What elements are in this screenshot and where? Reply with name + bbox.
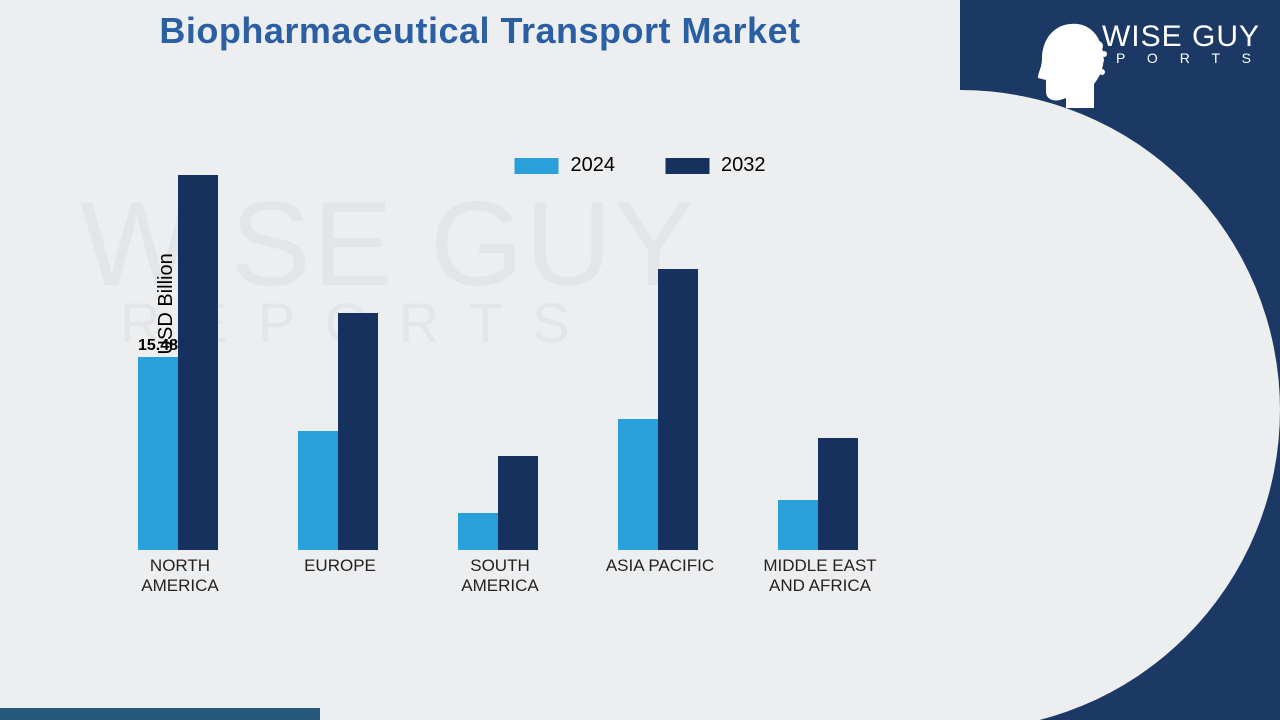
bar-value-label: 15.48 [138, 337, 178, 355]
legend-swatch-b [665, 158, 709, 174]
bar-2024 [298, 431, 338, 550]
bottom-accent-bar [0, 708, 320, 720]
legend-label-a: 2024 [571, 154, 616, 177]
x-tick-label: SOUTH AMERICA [430, 550, 570, 596]
legend: 2024 2032 [515, 154, 766, 177]
x-tick-label: MIDDLE EAST AND AFRICA [750, 550, 890, 596]
right-panel [960, 0, 1280, 720]
legend-item-2024: 2024 [515, 154, 616, 177]
bar-2024 [138, 357, 178, 551]
bar-chart: Market Size in USD Billion NORTH AMERICA… [60, 150, 930, 590]
bar-2024 [778, 500, 818, 550]
x-tick-label: EUROPE [270, 550, 410, 576]
legend-swatch-a [515, 158, 559, 174]
plot-area: NORTH AMERICAEUROPESOUTH AMERICAASIA PAC… [120, 150, 930, 551]
bar-2032 [498, 456, 538, 550]
bar-2032 [818, 438, 858, 551]
x-tick-label: NORTH AMERICA [110, 550, 250, 596]
bar-2032 [178, 175, 218, 550]
bar-2032 [658, 269, 698, 550]
bar-2024 [618, 419, 658, 550]
bar-2024 [458, 513, 498, 551]
x-tick-label: ASIA PACIFIC [590, 550, 730, 576]
legend-item-2032: 2032 [665, 154, 766, 177]
page: WISE GUY R E P O R T S WISE GUY REPORTS … [0, 0, 1280, 720]
legend-label-b: 2032 [721, 154, 766, 177]
brand-head-icon [1032, 18, 1110, 108]
bar-2032 [338, 313, 378, 551]
chart-title: Biopharmaceutical Transport Market [0, 10, 960, 52]
